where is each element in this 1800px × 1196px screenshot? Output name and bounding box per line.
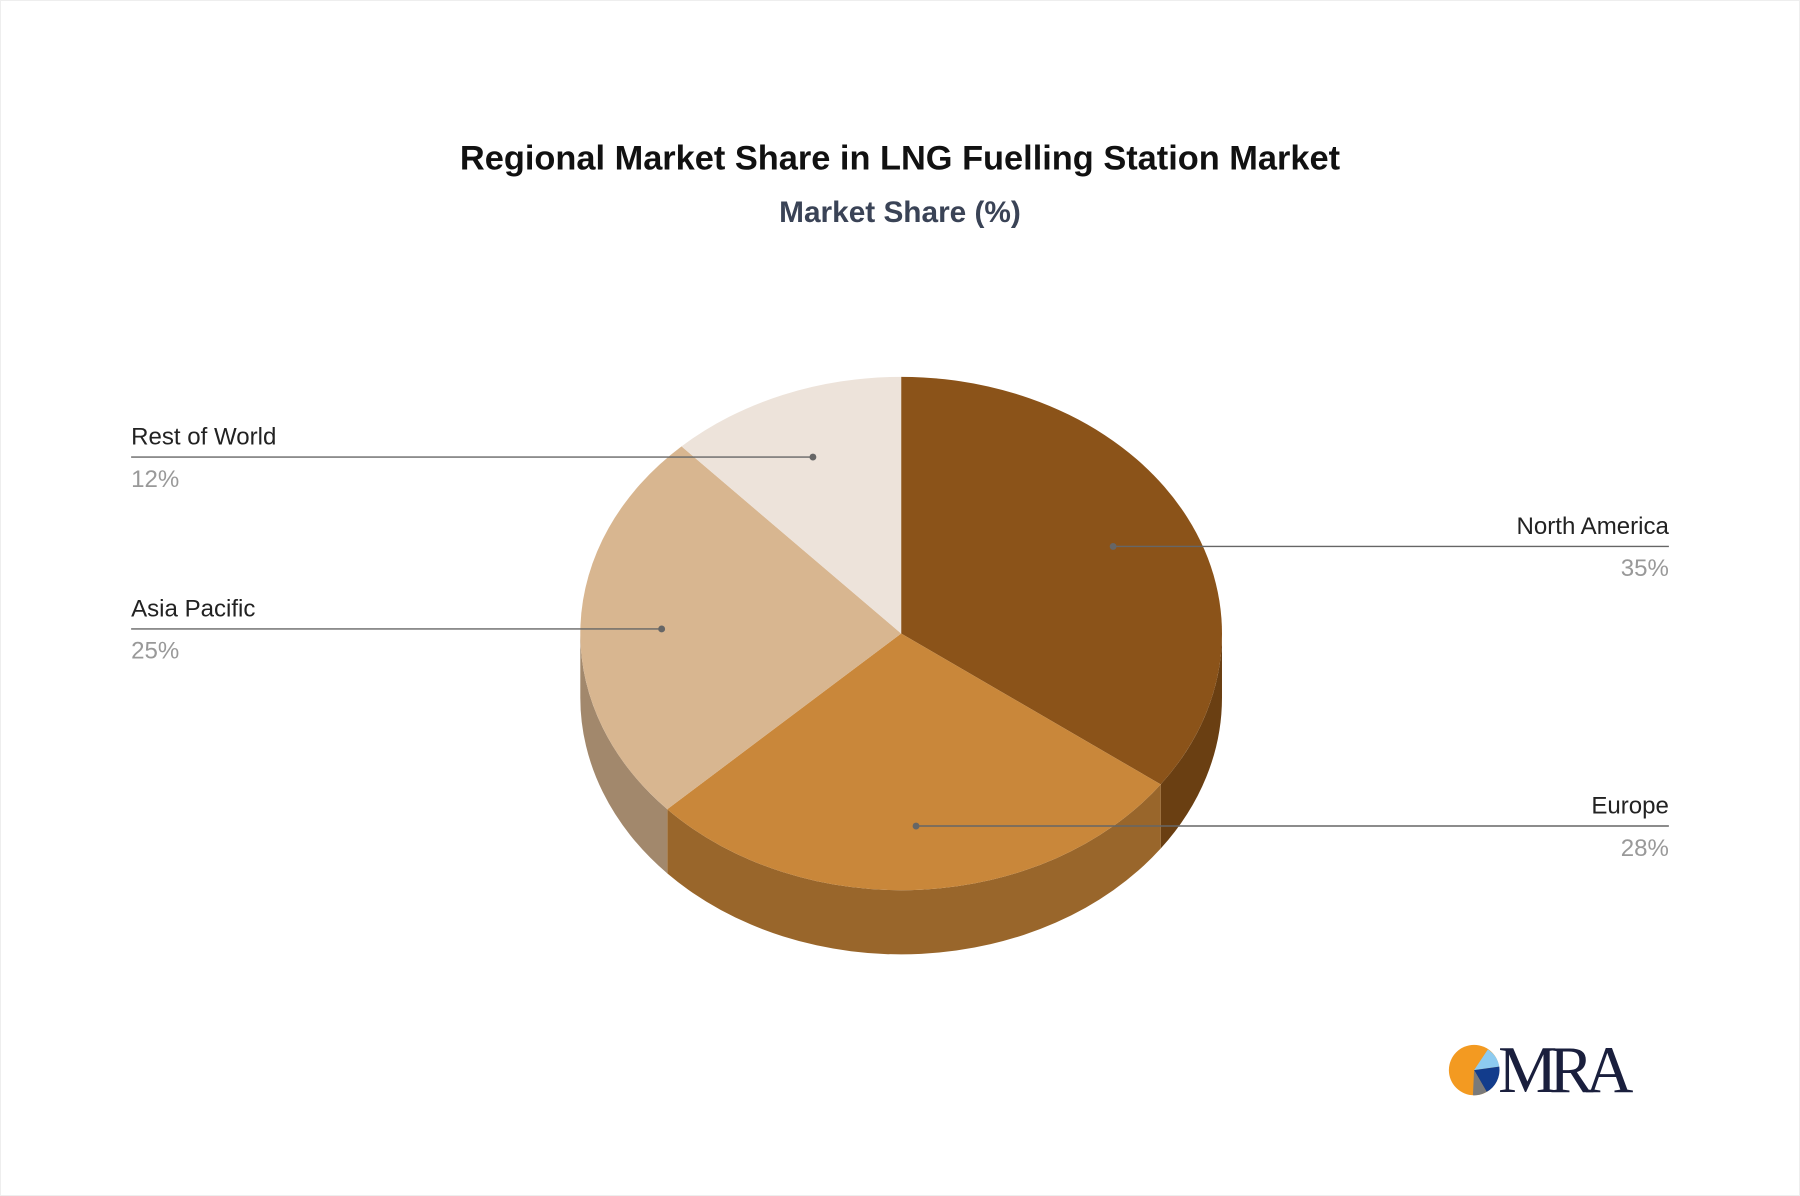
- pie-slice-north-america: [901, 376, 1222, 785]
- pie-slices: [580, 376, 1222, 891]
- leader-dot: [809, 453, 817, 461]
- pie-side-north-america: [1160, 633, 1222, 849]
- label-asia-pacific: Asia Pacific 25%: [131, 595, 666, 665]
- label-value: 25%: [131, 638, 179, 665]
- label-value: 28%: [1621, 835, 1669, 862]
- logo-slice: [1474, 1066, 1500, 1092]
- label-name: North America: [1517, 513, 1670, 540]
- pie-sides: [580, 633, 1222, 955]
- logo-slice: [1472, 1070, 1487, 1096]
- label-value: 35%: [1621, 555, 1669, 582]
- logo-slice: [1474, 1049, 1500, 1071]
- logo-text: MRA: [1498, 1034, 1633, 1107]
- label-rest-of-world: Rest of World 12%: [131, 423, 817, 493]
- label-name: Asia Pacific: [131, 595, 255, 622]
- pie-side-europe: [667, 784, 1161, 955]
- label-value: 12%: [131, 466, 179, 493]
- pie-slice-rest-of-world: [681, 376, 902, 634]
- pie-slice-asia-pacific: [580, 446, 902, 810]
- mra-logo: MRA: [1448, 1034, 1633, 1107]
- leader-dot: [1109, 542, 1117, 550]
- label-europe: Europe 28%: [912, 792, 1669, 862]
- chart-subtitle: Market Share (%): [779, 196, 1021, 229]
- leader-dot: [658, 625, 666, 633]
- pie-labels: North America 35% Europe 28% Asia Pacific 25%…: [131, 423, 1670, 862]
- pie-side-asia-pacific: [580, 633, 668, 874]
- chart-title: Regional Market Share in LNG Fuelling St…: [460, 139, 1341, 177]
- label-north-america: North America 35%: [1109, 513, 1670, 582]
- label-name: Europe: [1591, 792, 1669, 819]
- leader-dot: [912, 822, 920, 830]
- label-name: Rest of World: [131, 423, 276, 450]
